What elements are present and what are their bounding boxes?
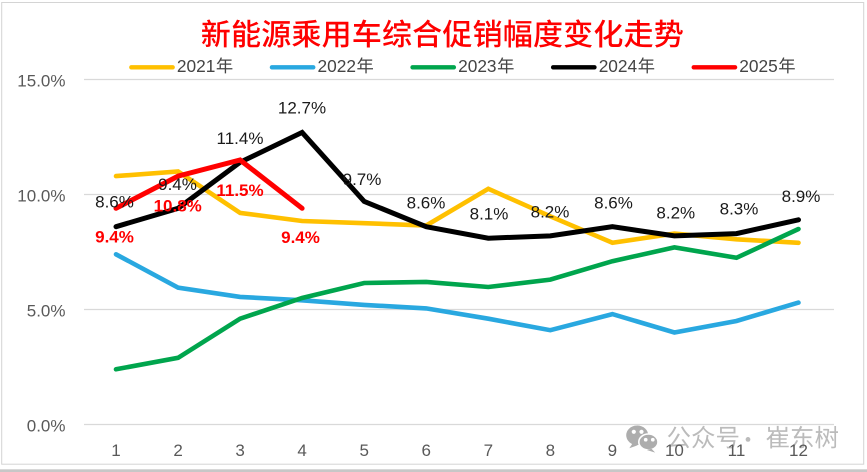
- svg-text:8.2%: 8.2%: [531, 203, 570, 222]
- svg-text:10.0%: 10.0%: [17, 186, 65, 205]
- svg-text:4: 4: [297, 441, 306, 460]
- svg-text:6: 6: [421, 441, 430, 460]
- svg-text:11: 11: [728, 441, 746, 460]
- svg-text:5.0%: 5.0%: [27, 301, 66, 320]
- svg-text:8.6%: 8.6%: [594, 194, 633, 213]
- svg-text:8: 8: [546, 441, 555, 460]
- svg-text:9.7%: 9.7%: [343, 170, 382, 189]
- svg-text:5: 5: [359, 441, 368, 460]
- svg-text:8.2%: 8.2%: [656, 204, 695, 223]
- svg-text:12.7%: 12.7%: [278, 99, 326, 118]
- svg-text:11.5%: 11.5%: [216, 181, 263, 200]
- svg-text:2025: 2025: [739, 56, 777, 76]
- svg-text:8.9%: 8.9%: [782, 187, 821, 206]
- svg-text:8.6%: 8.6%: [407, 194, 446, 213]
- svg-text:8.6%: 8.6%: [95, 193, 134, 212]
- svg-text:2024: 2024: [599, 56, 638, 76]
- svg-text:15.0%: 15.0%: [17, 71, 65, 90]
- svg-text:8.3%: 8.3%: [720, 200, 759, 219]
- svg-text:9.4%: 9.4%: [158, 175, 197, 194]
- svg-text:3: 3: [235, 441, 244, 460]
- svg-text:7: 7: [484, 441, 493, 460]
- svg-text:10.8%: 10.8%: [154, 197, 202, 216]
- svg-text:12: 12: [789, 441, 808, 460]
- svg-text:9.4%: 9.4%: [95, 228, 134, 247]
- svg-text:1: 1: [111, 441, 120, 460]
- svg-text:9: 9: [608, 441, 617, 460]
- svg-text:2023: 2023: [458, 56, 496, 76]
- svg-text:10: 10: [665, 441, 684, 460]
- svg-text:2022: 2022: [318, 56, 356, 76]
- svg-text:9.4%: 9.4%: [281, 228, 320, 247]
- svg-text:2: 2: [173, 441, 182, 460]
- svg-text:2021: 2021: [177, 56, 215, 76]
- svg-text:8.1%: 8.1%: [470, 205, 509, 224]
- svg-text:0.0%: 0.0%: [27, 416, 66, 435]
- svg-text:11.4%: 11.4%: [217, 129, 264, 148]
